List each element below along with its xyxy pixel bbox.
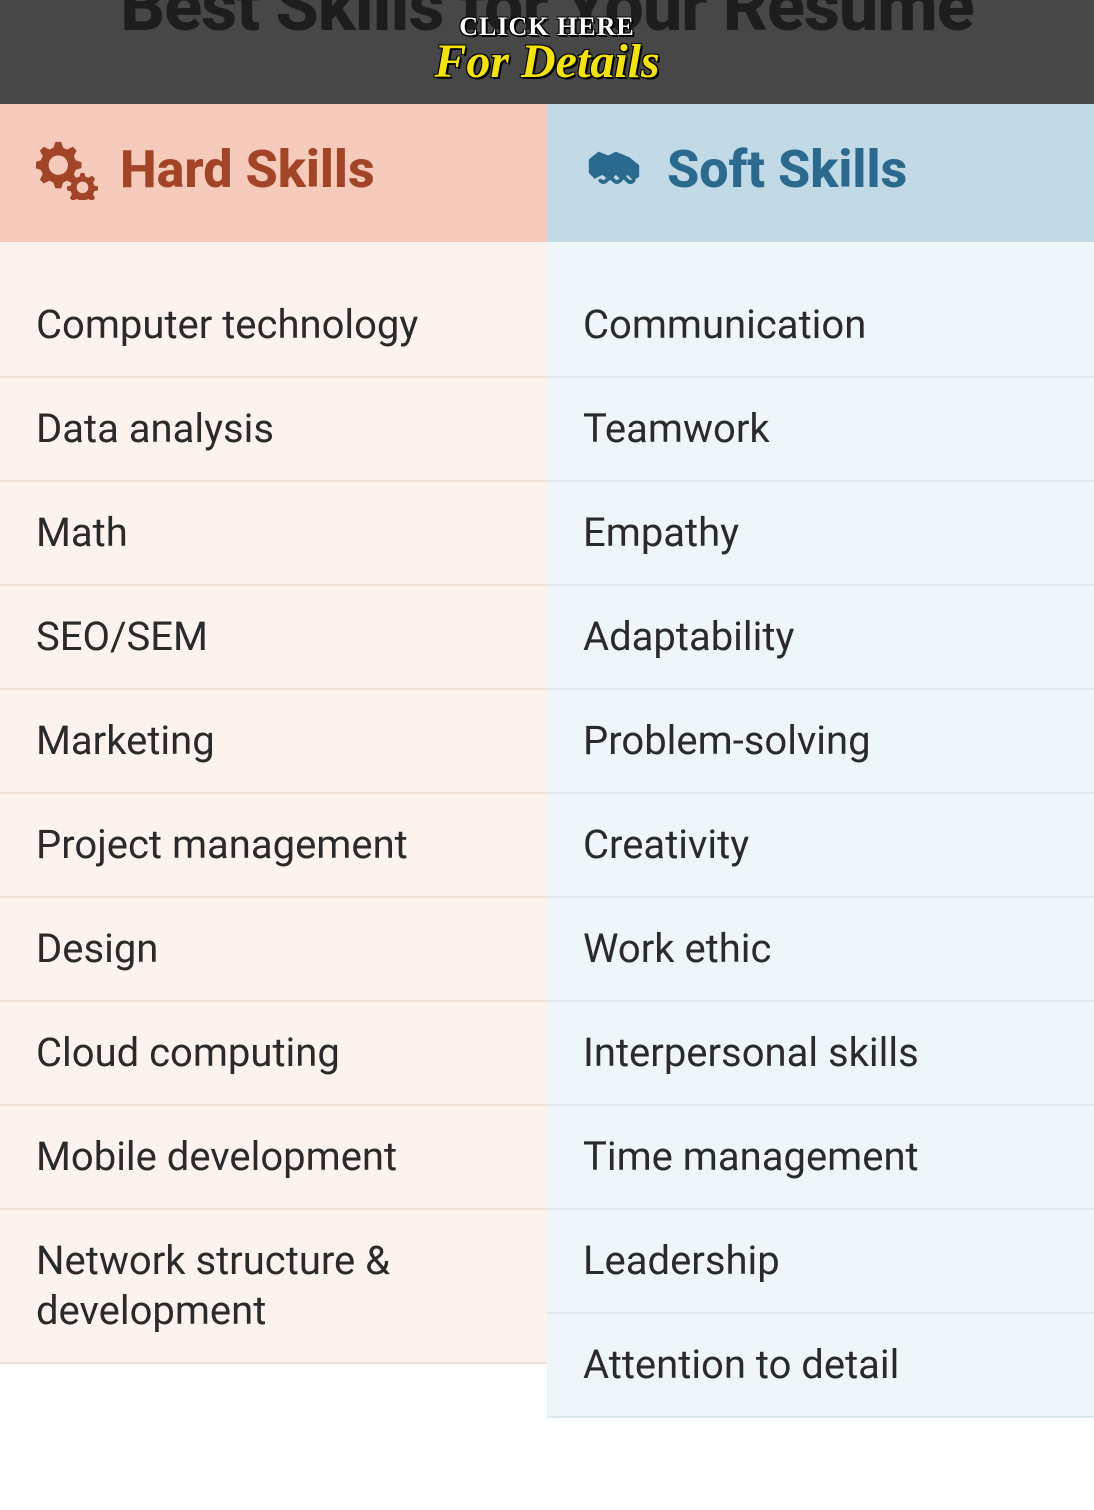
hard-skill-item: Mobile development [0,1106,547,1210]
hard-skills-title: Hard Skills [120,139,375,200]
soft-skills-list: CommunicationTeamworkEmpathyAdaptability… [547,242,1094,1418]
hard-skills-list: Computer technologyData analysisMathSEO/… [0,242,547,1364]
ad-banner[interactable]: Best Skills for Your Resume CLICK HERE F… [0,0,1094,104]
banner-for-details: For Details [0,38,1094,86]
hard-skill-item: Cloud computing [0,1002,547,1106]
hard-skill-item: Computer technology [0,242,547,378]
soft-skill-item: Problem-solving [547,690,1094,794]
hard-skill-item: SEO/SEM [0,586,547,690]
soft-skill-item: Creativity [547,794,1094,898]
hard-skill-item: Marketing [0,690,547,794]
soft-skill-item: Interpersonal skills [547,1002,1094,1106]
hard-skills-header: Hard Skills [0,104,547,242]
soft-skill-item: Work ethic [547,898,1094,1002]
hard-skill-item: Network structure & development [0,1210,547,1364]
hard-skill-item: Design [0,898,547,1002]
soft-skills-title: Soft Skills [667,139,907,200]
soft-skill-item: Teamwork [547,378,1094,482]
soft-skill-item: Time management [547,1106,1094,1210]
soft-skills-column: Soft Skills CommunicationTeamworkEmpathy… [547,104,1094,1418]
handshake-icon [583,138,645,200]
hard-skill-item: Project management [0,794,547,898]
soft-skill-item: Attention to detail [547,1314,1094,1418]
skills-table: Hard Skills Computer technologyData anal… [0,104,1094,1418]
hard-skill-item: Data analysis [0,378,547,482]
soft-skill-item: Empathy [547,482,1094,586]
hard-skill-item: Math [0,482,547,586]
hard-skills-column: Hard Skills Computer technologyData anal… [0,104,547,1418]
soft-skill-item: Leadership [547,1210,1094,1314]
soft-skill-item: Communication [547,242,1094,378]
soft-skill-item: Adaptability [547,586,1094,690]
soft-skills-header: Soft Skills [547,104,1094,242]
gears-icon [36,138,98,200]
